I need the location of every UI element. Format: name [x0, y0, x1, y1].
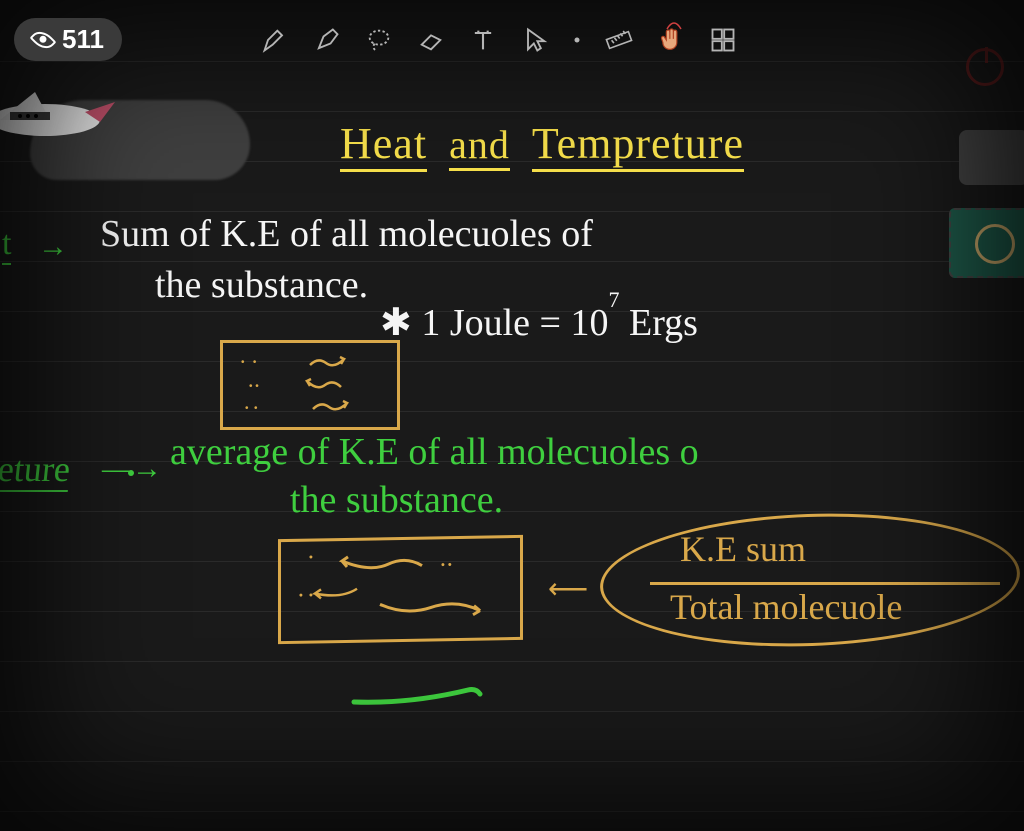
- title-word-1: Heat: [340, 118, 427, 172]
- joule-formula-exp: 7: [608, 287, 619, 312]
- camera-sticker: [959, 130, 1024, 185]
- fraction-denominator: Total molecuole: [670, 586, 902, 628]
- title-word-3: Tempreture: [532, 118, 744, 172]
- temperature-definition-line2: the substance.: [290, 478, 503, 522]
- fraction-bar: [650, 582, 1000, 585]
- toolbar: 511: [0, 18, 1024, 61]
- heat-label-fragment: t: [2, 225, 11, 265]
- dot-icon: [128, 470, 134, 476]
- tool-icons: [260, 25, 738, 55]
- molecule-box-2: • • • • •: [278, 535, 523, 644]
- joule-formula-base: ✱ 1 Joule = 10: [380, 302, 608, 344]
- green-curve: [350, 680, 490, 710]
- title-word-2: and: [449, 121, 510, 171]
- eye-icon: [30, 26, 57, 53]
- eraser-tool-icon[interactable]: [416, 25, 446, 55]
- airplane-sticker: [0, 82, 120, 147]
- grid-tool-icon[interactable]: [708, 25, 738, 55]
- arrow-icon: →: [38, 230, 68, 264]
- joule-formula-tail: Ergs: [619, 302, 697, 344]
- pointer-tool-icon[interactable]: [520, 25, 550, 55]
- hand-tool-icon[interactable]: [656, 25, 686, 55]
- marker-tool-icon[interactable]: [312, 25, 342, 55]
- dot-tool-icon[interactable]: [572, 25, 582, 55]
- pen-tool-icon[interactable]: [260, 25, 290, 55]
- passport-sticker: [949, 208, 1024, 278]
- text-tool-icon[interactable]: [468, 25, 498, 55]
- page-title: Heat and Tempreture: [340, 118, 754, 172]
- fraction-numerator: K.E sum: [680, 528, 806, 570]
- arrow-icon: ⟵: [548, 572, 588, 605]
- heat-definition-line2: the substance.: [155, 263, 368, 307]
- viewer-count: 511: [62, 24, 104, 55]
- joule-conversion: ✱ 1 Joule = 107 Ergs: [380, 300, 698, 345]
- temperature-definition-line1: average of K.E of all molecuoles o: [170, 430, 699, 474]
- lasso-tool-icon[interactable]: [364, 25, 394, 55]
- temperature-label-fragment: eture: [0, 448, 72, 492]
- ruler-tool-icon[interactable]: [604, 25, 634, 55]
- arrow-icon: —→: [102, 452, 162, 486]
- viewer-count-badge: 511: [14, 18, 122, 61]
- heat-definition-line1: Sum of K.E of all molecuoles of: [100, 212, 593, 256]
- molecule-box-1: • • • • • •: [220, 340, 400, 430]
